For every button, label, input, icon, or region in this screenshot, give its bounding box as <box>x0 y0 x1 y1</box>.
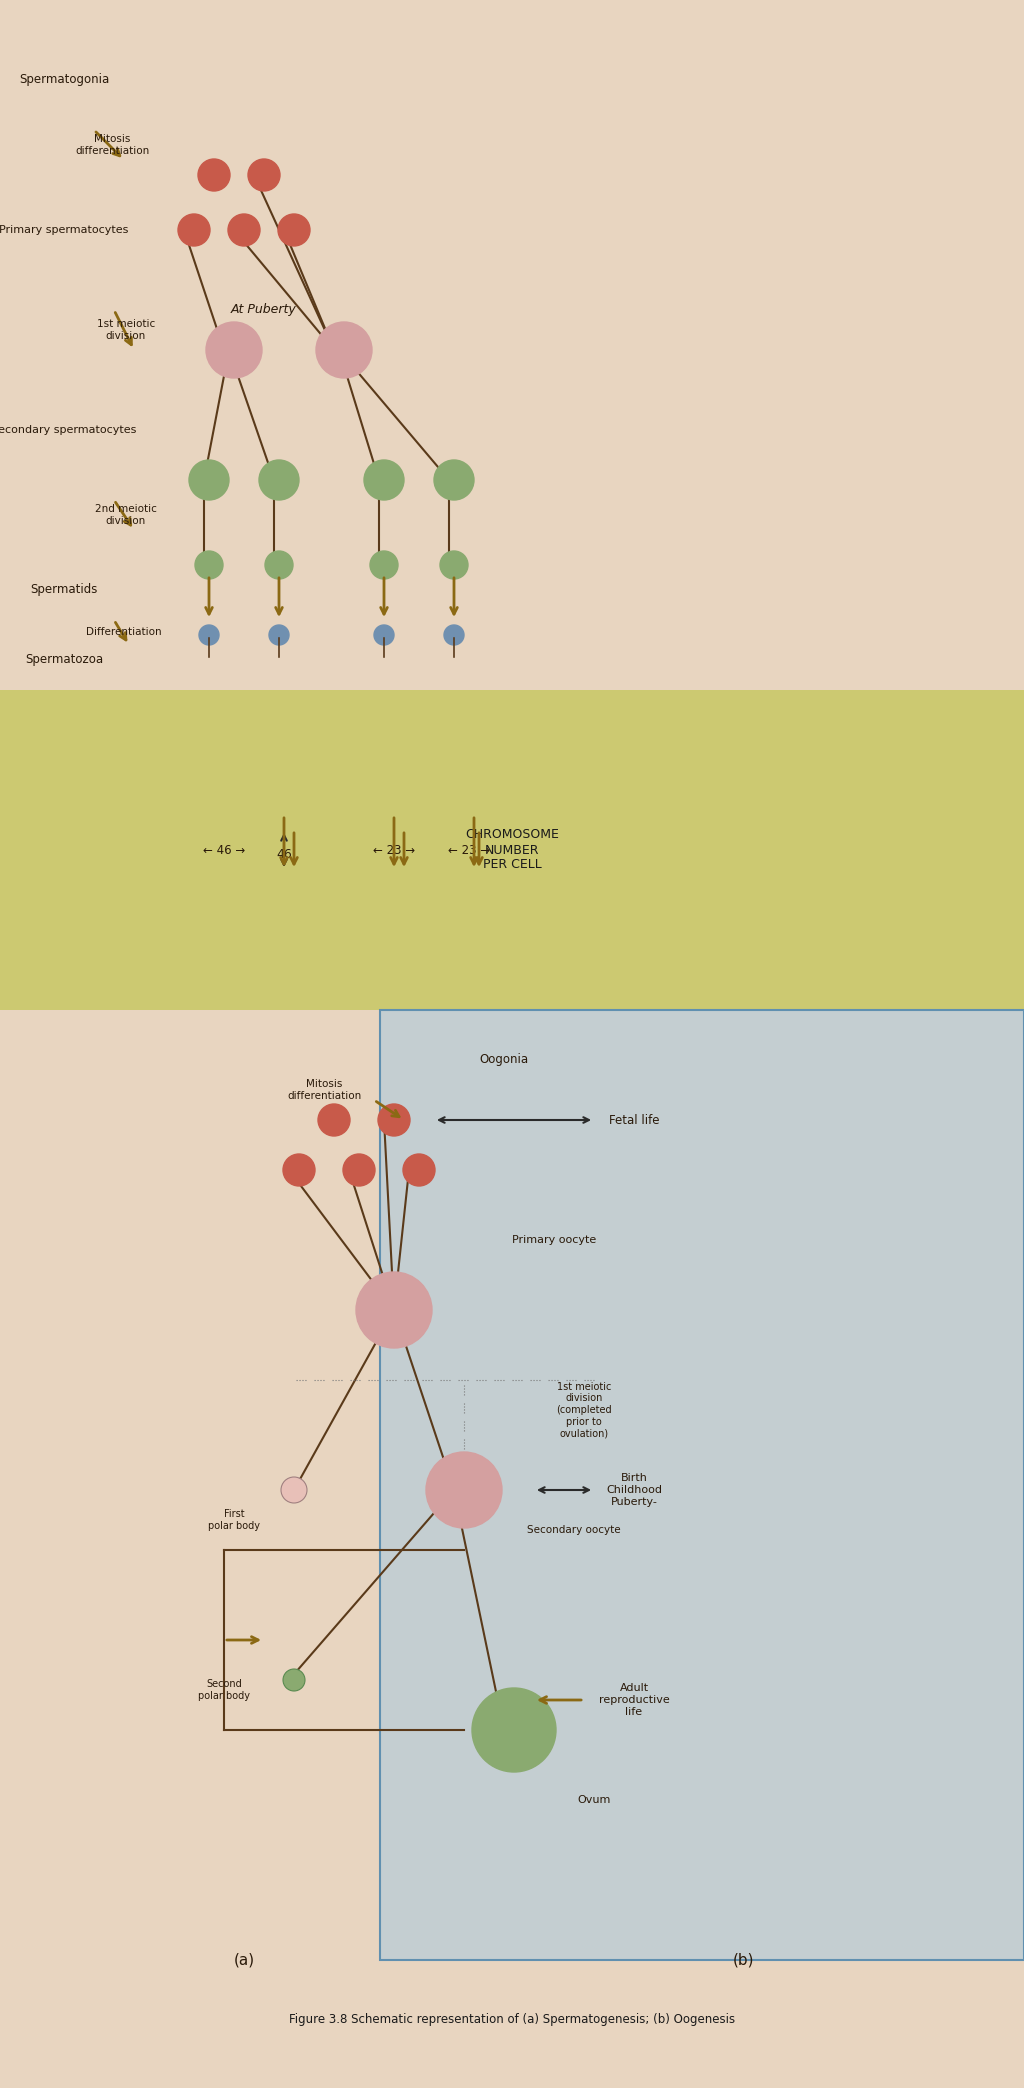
Circle shape <box>206 322 262 378</box>
Text: Birth
Childhood
Puberty-: Birth Childhood Puberty- <box>606 1474 662 1508</box>
Text: At Puberty: At Puberty <box>231 303 297 317</box>
Text: Fetal life: Fetal life <box>608 1113 659 1128</box>
Circle shape <box>440 551 468 578</box>
Text: Mitosis
differentiation: Mitosis differentiation <box>75 134 150 157</box>
Text: Oogonia: Oogonia <box>479 1054 528 1067</box>
Text: Ovum: Ovum <box>578 1796 610 1804</box>
Circle shape <box>189 459 229 499</box>
Text: Spermatids: Spermatids <box>31 583 97 597</box>
Circle shape <box>265 551 293 578</box>
Text: ← 23 →: ← 23 → <box>447 844 490 856</box>
Text: CHROMOSOME
NUMBER
PER CELL: CHROMOSOME NUMBER PER CELL <box>465 829 559 871</box>
Circle shape <box>178 213 210 246</box>
Circle shape <box>444 624 464 645</box>
Text: Mitosis
differentiation: Mitosis differentiation <box>287 1079 361 1100</box>
Circle shape <box>283 1155 315 1186</box>
Text: Secondary spermatocytes: Secondary spermatocytes <box>0 426 136 434</box>
Text: 1st meiotic
division: 1st meiotic division <box>97 319 155 340</box>
Text: Primary oocyte: Primary oocyte <box>512 1234 596 1244</box>
Text: ← 46 →: ← 46 → <box>203 844 245 856</box>
Text: Secondary oocyte: Secondary oocyte <box>527 1524 621 1535</box>
Circle shape <box>198 159 230 190</box>
Circle shape <box>378 1105 410 1136</box>
Text: 2nd meiotic
division: 2nd meiotic division <box>95 503 157 526</box>
Circle shape <box>316 322 372 378</box>
Text: Figure 3.8 Schematic representation of (a) Spermatogenesis; (b) Oogenesis: Figure 3.8 Schematic representation of (… <box>289 2013 735 2027</box>
Circle shape <box>434 459 474 499</box>
Circle shape <box>281 1476 307 1503</box>
Circle shape <box>228 213 260 246</box>
Text: (b): (b) <box>733 1952 755 1967</box>
Text: Spermatozoa: Spermatozoa <box>25 654 103 666</box>
Circle shape <box>403 1155 435 1186</box>
Bar <box>0 689 1024 1011</box>
Circle shape <box>472 1687 556 1773</box>
Circle shape <box>356 1272 432 1349</box>
Circle shape <box>283 1668 305 1691</box>
Circle shape <box>248 159 280 190</box>
Text: Second
polar body: Second polar body <box>198 1679 250 1702</box>
Text: ← 23 →: ← 23 → <box>373 844 415 856</box>
Circle shape <box>364 459 404 499</box>
Text: Differentiation: Differentiation <box>86 626 162 637</box>
Circle shape <box>195 551 223 578</box>
Circle shape <box>318 1105 350 1136</box>
Circle shape <box>374 624 394 645</box>
Text: Spermatogonia: Spermatogonia <box>18 73 110 86</box>
Bar <box>380 1011 1024 1961</box>
Circle shape <box>259 459 299 499</box>
Text: (a): (a) <box>233 1952 255 1967</box>
Text: First
polar body: First polar body <box>208 1510 260 1531</box>
Text: 46: 46 <box>276 848 292 862</box>
Circle shape <box>278 213 310 246</box>
Circle shape <box>343 1155 375 1186</box>
Text: 1st meiotic
division
(completed
prior to
ovulation): 1st meiotic division (completed prior to… <box>556 1382 611 1439</box>
Bar <box>380 1011 1024 1961</box>
Circle shape <box>199 624 219 645</box>
Circle shape <box>269 624 289 645</box>
Circle shape <box>426 1451 502 1528</box>
Circle shape <box>370 551 398 578</box>
Text: Adult
reproductive
life: Adult reproductive life <box>599 1683 670 1716</box>
Text: Primary spermatocytes: Primary spermatocytes <box>0 226 129 236</box>
